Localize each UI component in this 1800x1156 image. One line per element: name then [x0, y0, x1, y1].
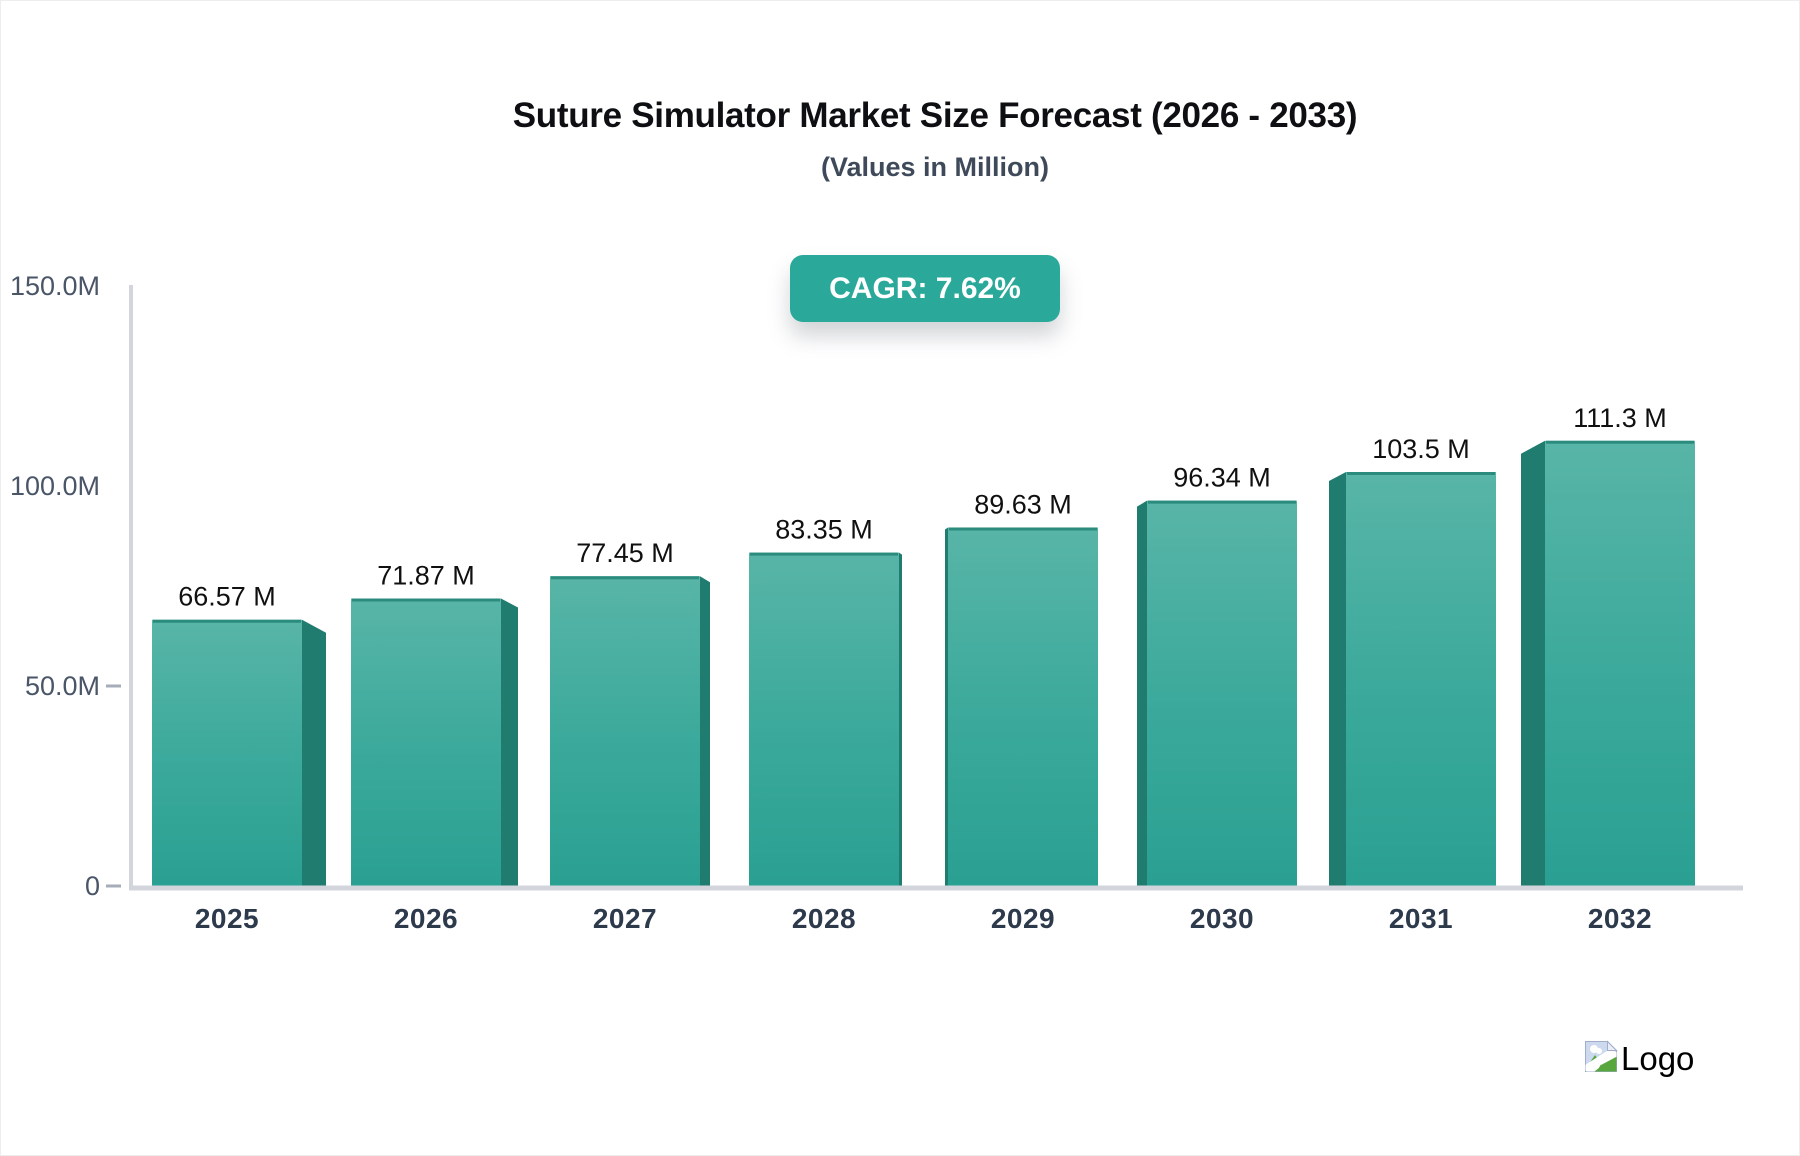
bar-value-label: 83.35 M	[775, 515, 873, 545]
broken-image-icon	[1585, 1040, 1618, 1072]
bar: 77.45 M 2027	[550, 538, 710, 934]
y-tick-label: 50.0M	[25, 671, 100, 701]
bar-value-label: 96.34 M	[1173, 463, 1271, 493]
x-tick-label: 2026	[394, 903, 458, 934]
y-tick-label: 0	[85, 871, 100, 901]
bar-front-face	[1545, 440, 1695, 886]
bar-value-label: 66.57 M	[178, 582, 276, 612]
x-tick-label: 2031	[1389, 903, 1453, 934]
bar-front-face	[749, 552, 899, 886]
bar-front-face	[152, 619, 302, 886]
cagr-badge: CAGR: 7.62%	[790, 255, 1060, 322]
bar-front-face	[1346, 472, 1496, 886]
bar-value-label: 71.87 M	[377, 561, 475, 591]
x-tick-label: 2028	[792, 903, 856, 934]
bar-side-face	[945, 527, 948, 886]
bar-value-label: 111.3 M	[1573, 403, 1667, 433]
bar-side-face	[501, 598, 518, 886]
bar: 103.5 M 2031	[1329, 434, 1496, 934]
x-tick-label: 2029	[991, 903, 1055, 934]
bar-front-face	[948, 527, 1098, 886]
bar-side-face	[1329, 472, 1346, 886]
bar: 96.34 M 2030	[1137, 463, 1297, 934]
logo: Logo	[1584, 1038, 1784, 1098]
chart-subtitle: (Values in Million)	[820, 152, 1050, 182]
x-tick-label: 2032	[1588, 903, 1652, 934]
bar-side-face	[700, 576, 710, 886]
x-tick-label: 2025	[195, 903, 259, 934]
bar-side-face	[1521, 440, 1545, 886]
bar-side-face	[302, 619, 326, 886]
bar-side-face	[1137, 500, 1147, 886]
chart-header: Suture Simulator Market Size Forecast (2…	[130, 96, 1740, 183]
chart-title: Suture Simulator Market Size Forecast (2…	[512, 96, 1358, 135]
y-tick-label: 100.0M	[10, 471, 100, 501]
bar-front-face	[1147, 500, 1297, 886]
x-tick-label: 2030	[1190, 903, 1254, 934]
logo-alt-text: Logo	[1621, 1040, 1695, 1077]
bar-front-face	[550, 576, 700, 886]
bar-side-face	[899, 552, 902, 886]
bar-value-label: 103.5 M	[1372, 434, 1470, 464]
x-tick-label: 2027	[593, 903, 657, 934]
bar: 111.3 M 2032	[1521, 403, 1695, 934]
bar-value-label: 89.63 M	[974, 489, 1072, 519]
bar-front-face	[351, 598, 501, 886]
bar-value-label: 77.45 M	[576, 538, 674, 568]
bar: 83.35 M 2028	[749, 515, 902, 934]
bar: 71.87 M 2026	[351, 561, 518, 934]
y-tick-label: 150.0M	[10, 271, 100, 301]
bar: 66.57 M 2025	[152, 582, 326, 934]
bar: 89.63 M 2029	[945, 489, 1098, 934]
